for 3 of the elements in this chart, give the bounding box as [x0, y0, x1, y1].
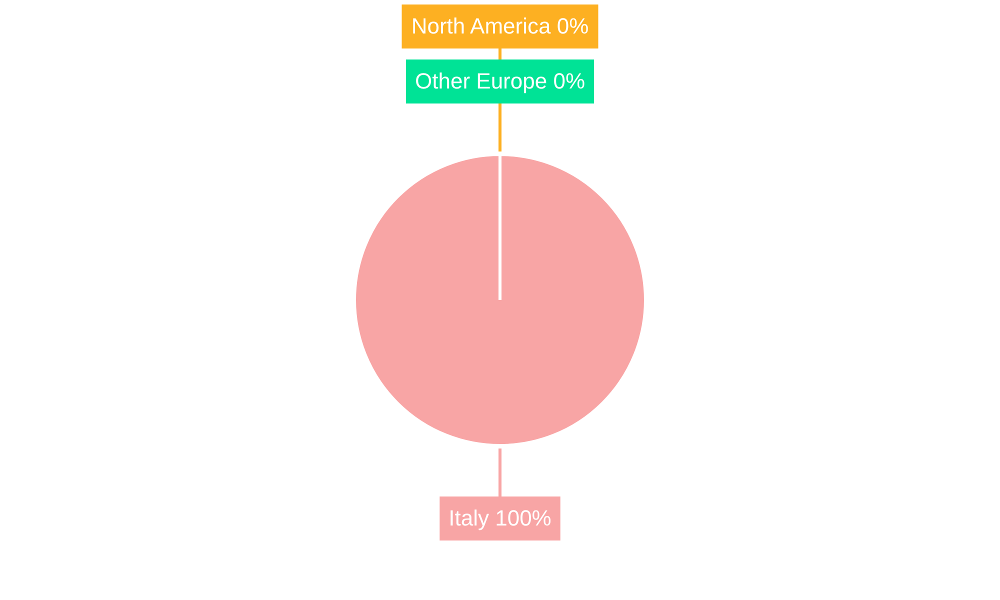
category-label: North America 0% [411, 14, 589, 39]
slice-label: Italy 100% [448, 506, 552, 531]
category-label: Other Europe 0% [415, 68, 585, 94]
